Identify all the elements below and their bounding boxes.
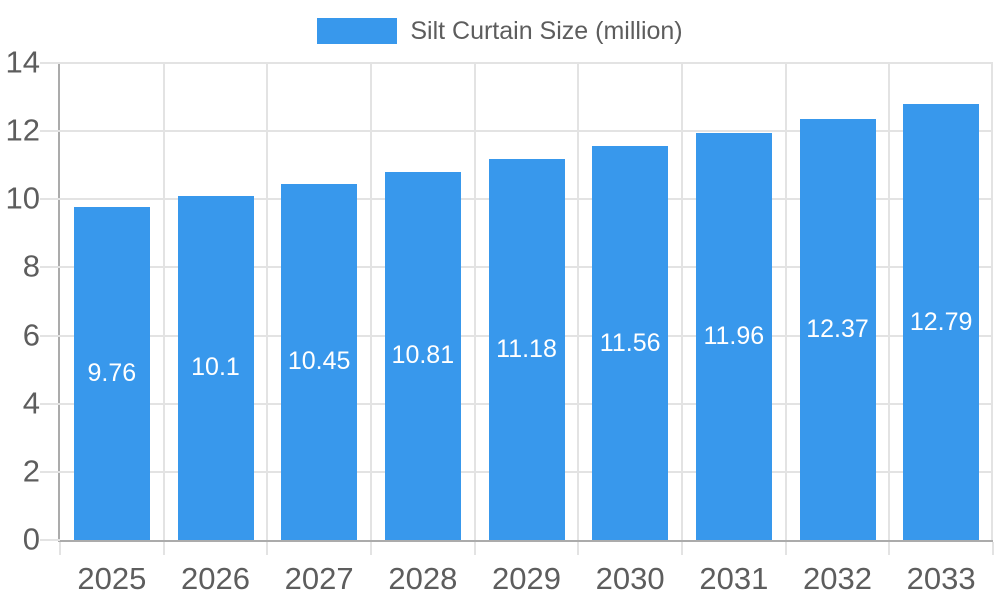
y-axis-tick: [40, 402, 60, 405]
x-axis-tick: [888, 542, 891, 555]
x-tick-label: 2033: [906, 561, 976, 596]
x-axis-tick: [473, 542, 476, 555]
x-axis-tick: [266, 542, 269, 555]
bar-value-label: 10.81: [391, 341, 455, 370]
x-tick-label: 2030: [595, 561, 665, 596]
y-axis-tick: [40, 62, 60, 64]
x-axis-tick: [992, 542, 994, 555]
x-gridline: [784, 63, 787, 540]
y-axis-tick: [40, 266, 60, 269]
x-tick-label: 2026: [181, 561, 250, 596]
bar-2027[interactable]: 10.45: [281, 183, 358, 540]
x-axis-tick: [577, 542, 580, 555]
y-gridline: [60, 130, 993, 133]
y-tick-label: 14: [5, 44, 40, 80]
x-gridline: [681, 63, 683, 540]
x-gridline: [888, 63, 891, 540]
y-tick-label: 12: [5, 112, 40, 148]
y-tick-label: 0: [22, 521, 40, 557]
x-axis-tick: [784, 542, 787, 555]
x-gridline: [473, 63, 476, 540]
y-axis-tick: [40, 539, 60, 541]
bar-2031[interactable]: 11.96: [695, 132, 772, 540]
x-gridline: [370, 63, 372, 540]
bar-value-label: 11.56: [599, 328, 661, 357]
bar-2026[interactable]: 10.1: [177, 195, 254, 540]
legend-color-swatch: [317, 18, 398, 44]
x-tick-label: 2028: [388, 561, 458, 596]
y-tick-label: 8: [22, 248, 40, 284]
x-axis-tick: [681, 542, 683, 555]
x-gridline: [991, 63, 993, 540]
bar-2028[interactable]: 10.81: [384, 171, 461, 540]
bar-value-label: 9.76: [87, 359, 137, 388]
x-axis-tick: [162, 542, 165, 555]
y-axis-tick: [40, 198, 60, 201]
x-gridline: [577, 63, 580, 540]
y-axis-tick: [40, 130, 60, 133]
x-tick-label: 2025: [77, 561, 147, 596]
y-axis-tick: [40, 470, 60, 473]
y-tick-label: 10: [5, 180, 40, 216]
x-axis-tick: [59, 542, 61, 555]
x-tick-label: 2032: [803, 561, 872, 596]
bar-value-label: 12.37: [806, 314, 869, 343]
x-gridline: [266, 63, 269, 540]
y-tick-label: 6: [22, 316, 40, 352]
x-tick-label: 2027: [284, 561, 354, 596]
x-axis-tick: [370, 542, 372, 555]
legend-label: Silt Curtain Size (million): [410, 17, 683, 45]
bar-value-label: 11.18: [496, 335, 557, 364]
bar-2032[interactable]: 12.37: [799, 118, 876, 540]
chart-legend[interactable]: Silt Curtain Size (million): [0, 14, 1000, 48]
bar-value-label: 10.1: [191, 353, 240, 382]
bar-value-label: 10.45: [287, 347, 351, 376]
y-tick-label: 2: [22, 453, 40, 489]
bar-2025[interactable]: 9.76: [73, 207, 150, 540]
bar-value-label: 12.79: [909, 307, 973, 336]
y-axis-tick: [40, 334, 60, 337]
y-gridline: [60, 62, 993, 64]
bar-2029[interactable]: 11.18: [488, 159, 565, 540]
bar-2030[interactable]: 11.56: [592, 146, 669, 540]
x-tick-label: 2029: [492, 561, 561, 596]
x-tick-label: 2031: [699, 561, 769, 596]
y-tick-label: 4: [22, 384, 40, 420]
bar-2033[interactable]: 12.79: [903, 104, 980, 540]
x-gridline: [162, 63, 165, 540]
bar-value-label: 11.96: [703, 321, 765, 350]
